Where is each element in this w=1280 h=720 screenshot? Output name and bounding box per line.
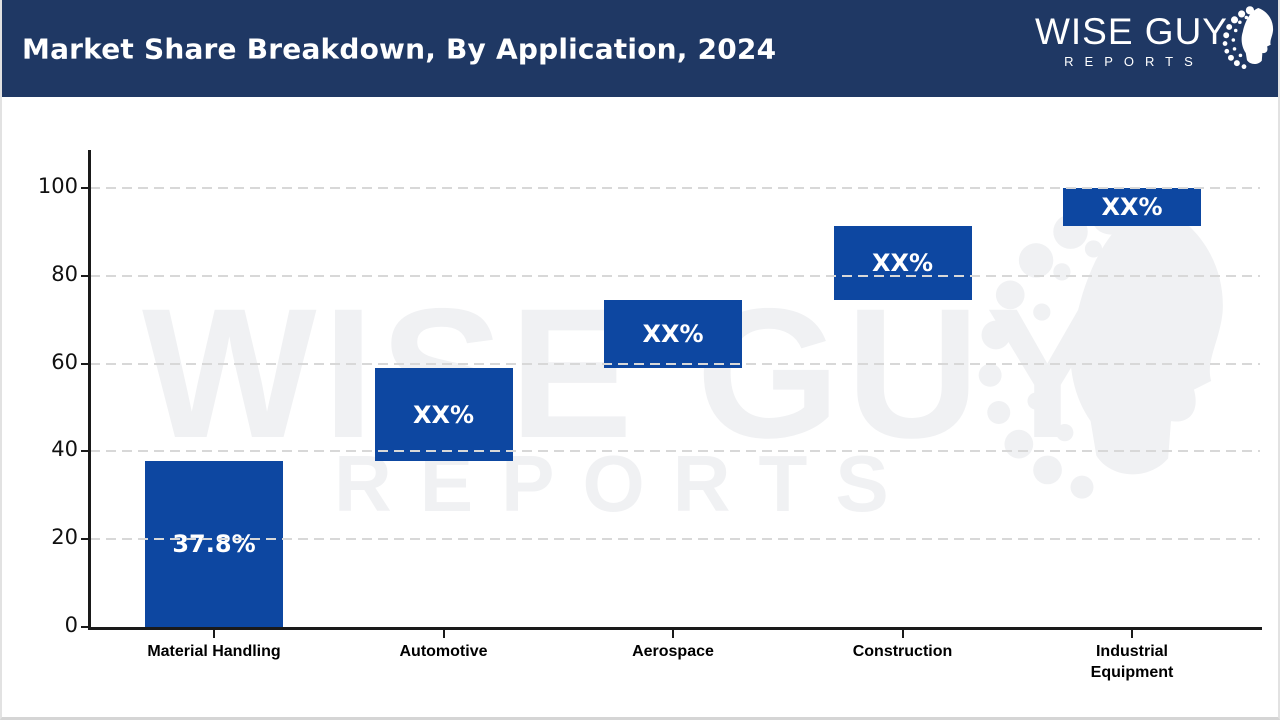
brand-name-line2: REPORTS: [1064, 53, 1204, 69]
x-tick-mark: [213, 630, 215, 638]
x-tick-label: Aerospace: [632, 643, 714, 660]
y-tick-mark: [81, 362, 90, 365]
bar-value-label: XX%: [1101, 193, 1163, 222]
gridline: [90, 187, 1260, 189]
y-tick-mark: [81, 450, 90, 453]
y-tick-label: 60: [51, 349, 78, 374]
x-axis-line: [88, 627, 1262, 630]
bar-value-label: 37.8%: [172, 530, 256, 559]
bar-segment: XX%: [604, 299, 742, 368]
brand-name: WISE GUY REPORTS: [1035, 13, 1228, 68]
x-tick-mark: [901, 630, 904, 638]
gridline: [90, 538, 1260, 541]
x-tick-label: Automotive: [399, 643, 488, 660]
x-tick-label: Industrial Equipment: [1090, 643, 1174, 681]
gridline: [90, 362, 1260, 365]
brand-face-icon: [1222, 6, 1274, 70]
bar-segment: XX%: [1063, 188, 1201, 227]
y-axis-line: [88, 150, 91, 630]
y-tick-label: 40: [51, 437, 78, 462]
page-title: Market Share Breakdown, By Application, …: [22, 32, 777, 65]
y-tick-label: 20: [51, 525, 78, 550]
x-tick-label: Construction: [852, 643, 953, 660]
brand-name-line1: WISE GUY: [1034, 10, 1228, 52]
bar-value-label: XX%: [642, 319, 704, 348]
header-bar: Market Share Breakdown, By Application, …: [2, 0, 1278, 97]
brand-logo: WISE GUY REPORTS: [1035, 2, 1276, 78]
gridline: [90, 450, 1260, 453]
y-tick-label: 80: [51, 261, 78, 286]
y-tick-label: 0: [64, 613, 78, 637]
y-tick-mark: [81, 626, 90, 628]
bar-value-label: XX%: [871, 249, 934, 278]
y-tick-mark: [81, 187, 90, 189]
x-tick-mark: [672, 630, 674, 638]
x-tick-mark: [442, 630, 445, 638]
bar-segment: XX%: [833, 226, 972, 300]
y-tick-mark: [81, 274, 90, 277]
x-tick-label: Material Handling: [147, 643, 281, 660]
y-tick-mark: [81, 538, 90, 541]
x-tick-mark: [1131, 630, 1133, 638]
gridline: [90, 274, 1260, 277]
y-tick-label: 100: [37, 174, 78, 198]
bar-segment: 37.8%: [145, 461, 283, 627]
bar-segment: XX%: [374, 367, 513, 462]
bar-value-label: XX%: [412, 400, 475, 429]
